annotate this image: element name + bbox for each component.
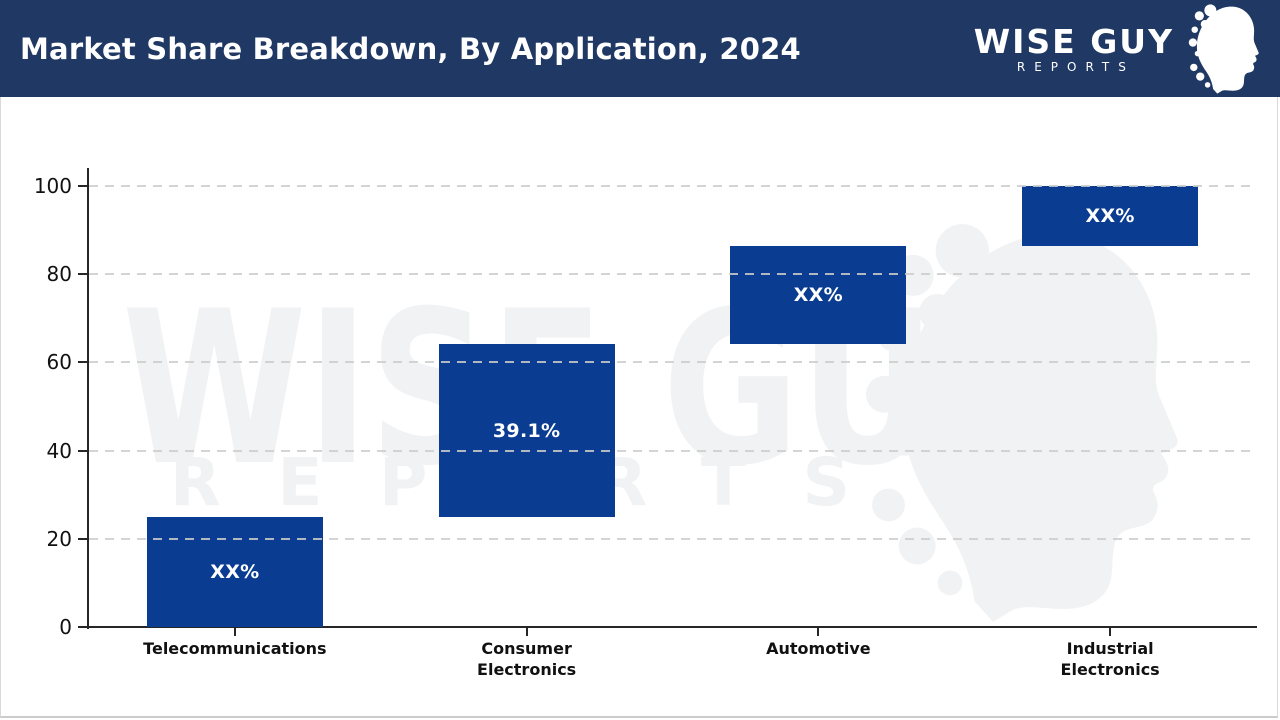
y-tick-label-100: 100 — [33, 174, 72, 198]
category-label-0: Telecommunications — [105, 638, 365, 659]
gridline-60 — [89, 361, 1256, 364]
y-tick-label-0: 0 — [59, 615, 72, 639]
category-label-line: Telecommunications — [143, 639, 327, 658]
gridline-80 — [89, 273, 1256, 276]
watermark-sub: REPORTS — [170, 444, 850, 521]
logo-text: WISE GUY REPORTS — [974, 25, 1174, 73]
bar-value-label: XX% — [210, 560, 260, 583]
bar-industrial-electronics[interactable]: XX% — [1022, 186, 1199, 246]
y-tick-80 — [78, 273, 88, 276]
watermark-graphic: WISE GUY REPORTS — [122, 224, 1178, 622]
watermark-layer: WISE GUY REPORTS — [0, 97, 1280, 720]
gridline-100 — [89, 185, 1256, 187]
y-tick-40 — [78, 449, 88, 452]
x-tick-0 — [233, 628, 236, 636]
bar-automotive[interactable]: XX% — [730, 245, 907, 345]
watermark-wordmark: WISE GUY — [122, 265, 1059, 512]
category-label-2: Automotive — [688, 638, 948, 659]
x-tick-1 — [525, 628, 528, 636]
logo-head-icon — [1188, 3, 1259, 94]
category-label-3: Industrial Electronics — [980, 638, 1240, 680]
bar-value-label: XX% — [793, 284, 843, 307]
y-tick-60 — [78, 361, 88, 364]
y-tick-100 — [78, 185, 88, 187]
gridline-20 — [89, 537, 1256, 540]
wise-guy-logo: WISE GUY REPORTS — [974, 0, 1280, 97]
logo-sub: REPORTS — [1016, 59, 1135, 74]
y-tick-label-20: 20 — [46, 526, 72, 551]
bar-value-label: 39.1% — [492, 419, 561, 442]
header-bar: Market Share Breakdown, By Application, … — [0, 0, 1280, 97]
category-label-line: Electronics — [1060, 660, 1160, 679]
y-axis-spine — [87, 168, 89, 629]
bar-consumer-electronics[interactable]: 39.1% — [438, 344, 615, 517]
logo-wordmark: WISE GUY — [973, 21, 1174, 61]
bar-value-label: XX% — [1085, 204, 1135, 227]
y-tick-label-80: 80 — [46, 262, 72, 287]
x-tick-3 — [1109, 628, 1112, 636]
watermark-head — [865, 224, 1178, 622]
category-label-line: Automotive — [766, 639, 871, 658]
y-tick-0 — [78, 626, 88, 628]
x-axis-spine — [87, 626, 1257, 628]
x-tick-2 — [817, 628, 820, 636]
chart-border — [0, 97, 1278, 718]
y-tick-label-60: 60 — [46, 350, 72, 375]
category-label-line: Industrial — [1066, 639, 1154, 658]
category-label-1: Consumer Electronics — [397, 638, 657, 680]
y-tick-20 — [78, 537, 88, 540]
category-label-line: Consumer — [481, 639, 572, 658]
gridline-40 — [89, 449, 1256, 452]
y-tick-label-40: 40 — [46, 438, 72, 463]
bar-telecommunications[interactable]: XX% — [146, 516, 323, 627]
chart-title: Market Share Breakdown, By Application, … — [20, 31, 801, 66]
category-label-line: Electronics — [477, 660, 577, 679]
